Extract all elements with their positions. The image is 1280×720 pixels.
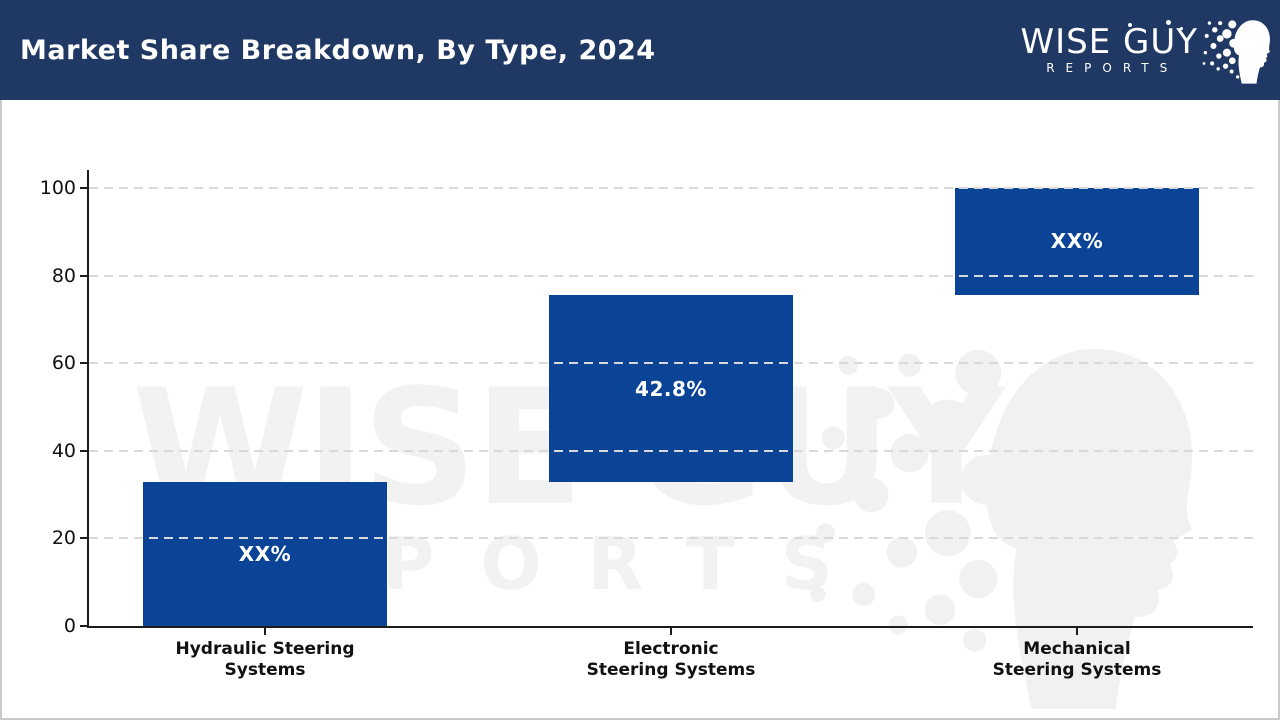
- x-tick-mechanical-steering-systems: [1076, 628, 1078, 635]
- wise-guy-logo: WISE GUY REPORTS: [1018, 4, 1274, 96]
- gridline-20: [89, 537, 1253, 540]
- category-label-line: Mechanical: [1023, 639, 1131, 659]
- logo-text: WISE GUY REPORTS: [1020, 19, 1198, 76]
- bar-mechanical-steering-systems: [955, 188, 1199, 295]
- y-axis-line: [87, 170, 89, 628]
- y-tick-label-60: 60: [51, 352, 76, 375]
- plot: 0 20 40 60 80 100 XX% Hydraulic Steering Systems…: [0, 100, 1280, 720]
- logo-accent-dot: [1166, 19, 1172, 25]
- gridline-100: [89, 187, 1253, 189]
- logo-accent-dot: [1128, 22, 1133, 27]
- y-tick-label-20: 20: [51, 527, 76, 550]
- category-label-hydraulic-steering-systems: Hydraulic Steering Systems: [105, 639, 425, 682]
- gridline-80: [89, 274, 1253, 277]
- category-label-line: Hydraulic Steering: [175, 639, 355, 659]
- category-label-line: Systems: [224, 660, 306, 681]
- header-bar: Market Share Breakdown, By Type, 2024 WI…: [0, 0, 1280, 100]
- y-tick-60: [80, 362, 87, 365]
- x-axis-line: [87, 626, 1253, 628]
- y-tick-label-40: 40: [51, 439, 76, 462]
- face-profile-logo-icon: [1202, 20, 1270, 84]
- chart-area: WISE GUY REPORTS 0 20 40 60 80 100 XX% Hydrauli…: [0, 100, 1280, 720]
- page-title: Market Share Breakdown, By Type, 2024: [20, 34, 656, 66]
- x-tick-electronic-steering-systems: [670, 628, 672, 635]
- bar-value-label-mechanical-steering-systems: XX%: [1050, 229, 1104, 254]
- y-tick-0: [80, 625, 87, 627]
- logo-accent-dot: [1180, 26, 1184, 30]
- y-tick-label-100: 100: [39, 177, 76, 199]
- bar-hydraulic-steering-systems: [143, 482, 387, 626]
- y-tick-80: [80, 274, 87, 277]
- gridline-60: [89, 362, 1253, 365]
- watermark-face-icon: [810, 349, 1193, 709]
- y-tick-20: [80, 537, 87, 540]
- category-label-electronic-steering-systems: Electronic Steering Systems: [511, 639, 831, 682]
- y-tick-100: [80, 187, 87, 189]
- bar-value-label-hydraulic-steering-systems: XX%: [238, 542, 292, 567]
- logo-wordmark: WISE GUY: [1020, 21, 1198, 62]
- y-tick-label-0: 0: [63, 615, 76, 637]
- y-tick-label-80: 80: [51, 264, 76, 287]
- category-label-mechanical-steering-systems: Mechanical Steering Systems: [917, 639, 1237, 682]
- y-tick-40: [80, 449, 87, 452]
- category-label-line: Steering Systems: [992, 660, 1162, 681]
- bar-value-label-electronic-steering-systems: 42.8%: [635, 376, 707, 401]
- category-label-line: Steering Systems: [586, 660, 756, 681]
- category-label-line: Electronic: [623, 639, 719, 659]
- logo-subtitle: REPORTS: [1046, 61, 1179, 76]
- x-tick-hydraulic-steering-systems: [264, 628, 266, 635]
- gridline-40: [89, 449, 1253, 452]
